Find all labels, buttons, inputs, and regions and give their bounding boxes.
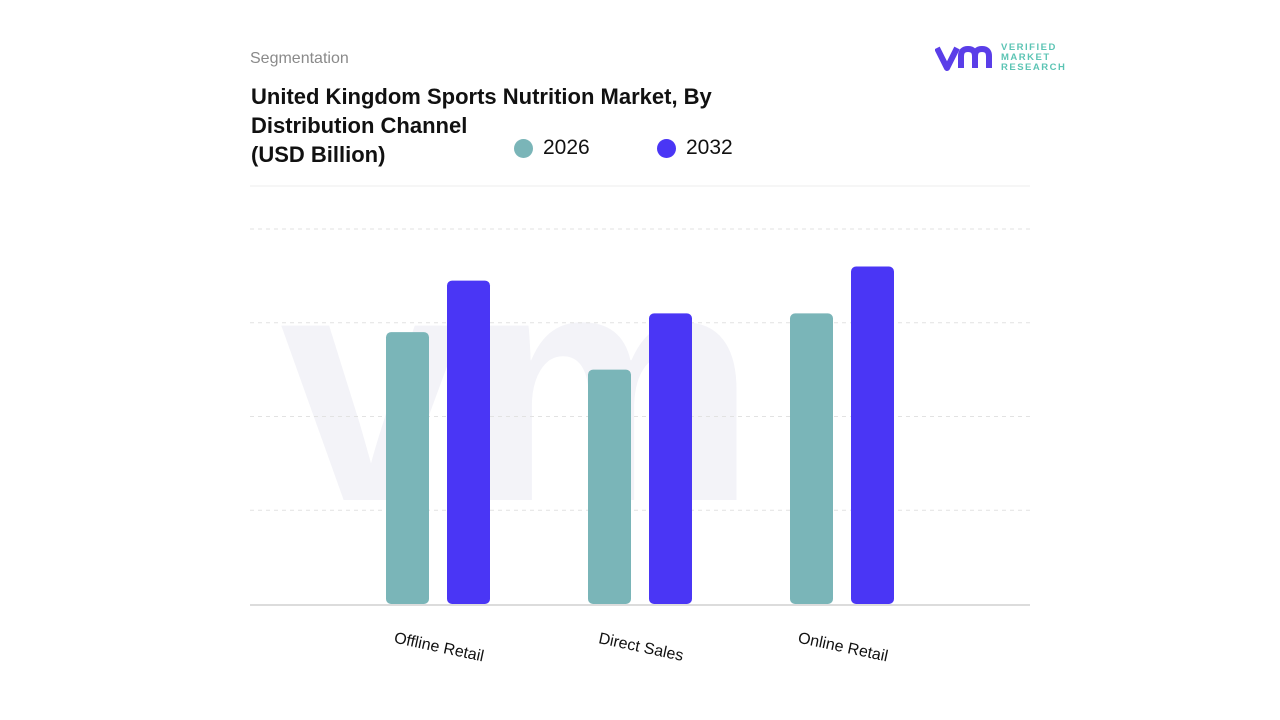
title-line: Distribution Channel [251,113,468,138]
x-tick-label: Online Retail [796,630,889,666]
title-line: United Kingdom Sports Nutrition Market, … [251,84,712,109]
legend-item-2032: 2032 [657,136,733,160]
legend-label: 2026 [543,136,590,159]
x-tick-label: Offline Retail [393,630,486,666]
logo-line: RESEARCH [1001,62,1067,73]
bar-online-retail-2032 [851,266,894,604]
legend-label: 2032 [686,136,733,159]
logo-line: MARKET [1001,52,1051,63]
x-tick-label: Direct Sales [597,630,685,665]
bar-direct-sales-2026 [588,369,631,604]
legend-dot-icon [657,138,676,158]
vmr-logo: VERIFIED MARKET RESEARCH [935,43,1066,73]
bar-offline-retail-2026 [386,332,429,604]
bar-online-retail-2026 [790,313,833,604]
legend-dot-icon [514,138,533,158]
bar-offline-retail-2032 [447,280,490,604]
chart-title: United Kingdom Sports Nutrition Market, … [251,82,791,169]
logo-text: VERIFIED MARKET RESEARCH [1001,43,1066,73]
title-line: (USD Billion) [251,142,386,167]
section-label: Segmentation [250,50,349,67]
logo-line: VERIFIED [1001,42,1057,53]
legend-item-2026: 2026 [514,136,590,160]
bar-direct-sales-2032 [649,313,692,604]
vmr-logo-icon [935,45,992,71]
